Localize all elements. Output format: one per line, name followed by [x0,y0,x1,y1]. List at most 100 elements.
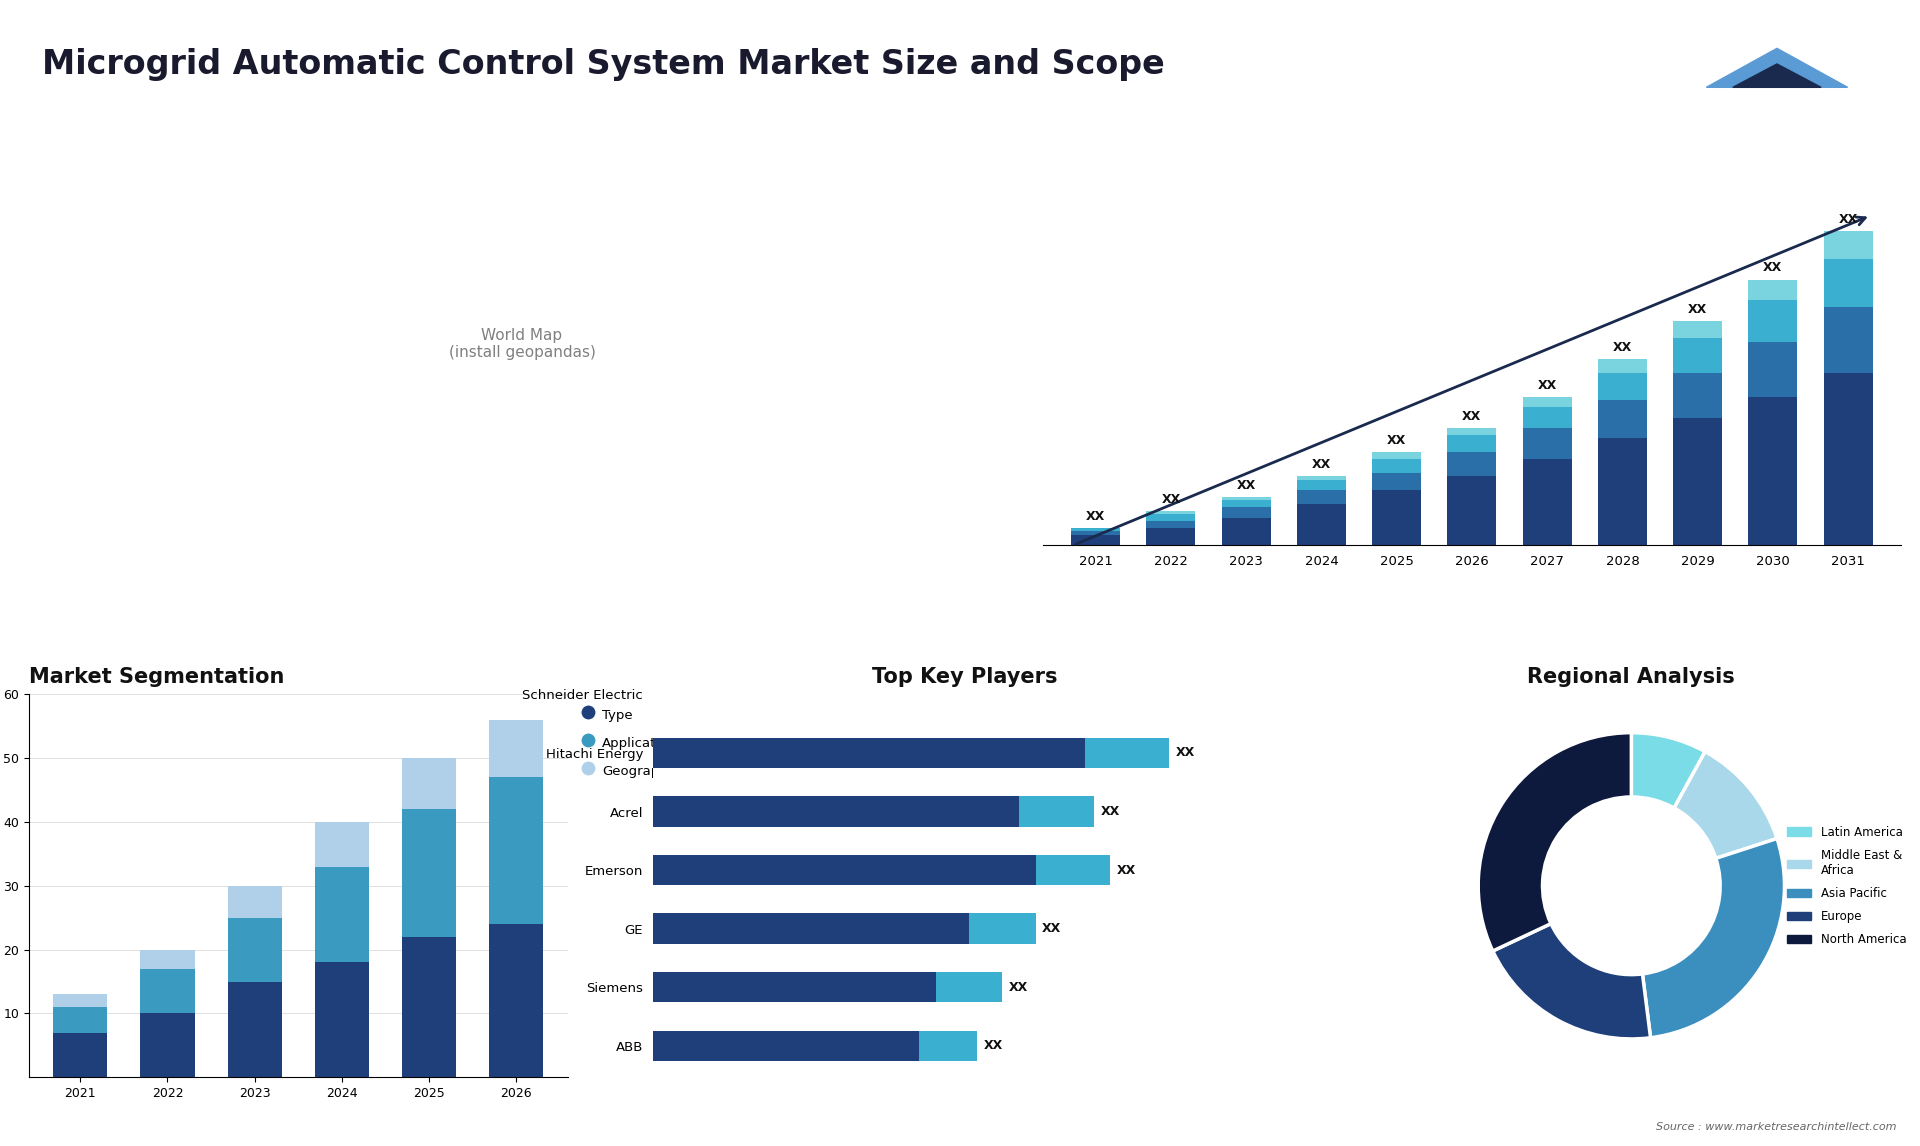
Bar [1221,508,1271,518]
Bar [54,1033,108,1077]
Bar [401,809,457,937]
Bar [1749,300,1797,342]
Bar [54,995,108,1007]
Bar [1749,397,1797,545]
Wedge shape [1478,732,1632,951]
Text: XX: XX [1538,378,1557,392]
Bar [1597,400,1647,438]
Text: XX: XX [1839,213,1859,226]
Text: XX: XX [983,1039,1002,1052]
Bar [1597,438,1647,545]
Bar [490,720,543,777]
Bar [1296,477,1346,480]
Bar [315,822,369,866]
Text: XX: XX [1043,923,1062,935]
Bar [653,855,1035,886]
Wedge shape [1492,924,1651,1039]
Bar [653,972,935,1003]
Text: XX: XX [1100,804,1119,818]
Bar [315,866,369,963]
Text: XX: XX [1386,434,1405,447]
Bar [1523,427,1572,458]
Text: XX: XX [1613,340,1632,354]
Legend: Latin America, Middle East &
Africa, Asia Pacific, Europe, North America: Latin America, Middle East & Africa, Asi… [1784,821,1910,950]
Bar [1071,532,1119,535]
Bar [140,1013,194,1077]
Text: World Map
(install geopandas): World Map (install geopandas) [449,328,595,361]
Bar [1373,458,1421,473]
Text: RESEARCH: RESEARCH [1755,102,1799,111]
Bar [401,937,457,1077]
Text: Source : www.marketresearchintellect.com: Source : www.marketresearchintellect.com [1657,1122,1897,1132]
Bar [1146,515,1196,521]
Bar [1523,407,1572,427]
Bar [1221,497,1271,501]
Text: XX: XX [1311,458,1331,471]
Text: XX: XX [1175,746,1194,760]
Bar [1672,417,1722,545]
Bar [1146,521,1196,528]
Bar [935,972,1002,1003]
Bar [1071,528,1119,532]
Bar [970,913,1035,944]
Bar [1146,511,1196,515]
Bar [1824,259,1872,307]
Title: Regional Analysis: Regional Analysis [1528,667,1736,688]
Bar [1824,372,1872,545]
Title: Top Key Players: Top Key Players [872,667,1058,688]
Bar [1071,535,1119,545]
Bar [401,759,457,809]
Bar [1672,338,1722,372]
Bar [1296,504,1346,545]
Wedge shape [1674,752,1778,858]
Bar [140,950,194,968]
Text: XX: XX [1162,493,1181,505]
Bar [1373,490,1421,545]
Bar [1296,480,1346,490]
Bar [54,1007,108,1033]
Bar [1448,452,1496,477]
Bar [653,913,970,944]
Bar [315,963,369,1077]
Text: INTELLECT: INTELLECT [1755,109,1799,118]
Bar [490,924,543,1077]
Text: XX: XX [1463,410,1482,423]
Bar [920,1030,977,1061]
Text: XX: XX [1763,261,1782,274]
Text: MARKET: MARKET [1759,95,1795,104]
Bar [228,981,282,1077]
Bar [140,968,194,1013]
Text: XX: XX [1008,981,1027,994]
Polygon shape [1707,48,1847,87]
Bar [653,738,1085,768]
Bar [1523,397,1572,407]
Bar [1373,473,1421,490]
Text: XX: XX [1117,864,1137,877]
Text: XX: XX [1236,479,1256,492]
Polygon shape [1732,64,1820,87]
Bar [653,796,1020,826]
Bar [490,777,543,924]
Bar [228,886,282,918]
Bar [1597,359,1647,372]
Circle shape [1542,796,1720,974]
Wedge shape [1632,732,1705,808]
Bar [228,918,282,981]
Text: Microgrid Automatic Control System Market Size and Scope: Microgrid Automatic Control System Marke… [42,48,1165,80]
Bar [653,1030,920,1061]
Legend: Type, Application, Geography: Type, Application, Geography [580,701,682,784]
Text: Market Segmentation: Market Segmentation [29,667,284,688]
Text: XX: XX [1087,510,1106,523]
Text: XX: XX [1688,303,1707,316]
Bar [1085,738,1169,768]
Bar [1373,452,1421,458]
Bar [1749,280,1797,300]
Bar [1448,434,1496,452]
Bar [1824,231,1872,259]
Bar [1672,372,1722,417]
Bar [1221,501,1271,508]
Bar [1824,307,1872,372]
Bar [1020,796,1094,826]
Bar [1035,855,1110,886]
Bar [1448,427,1496,434]
